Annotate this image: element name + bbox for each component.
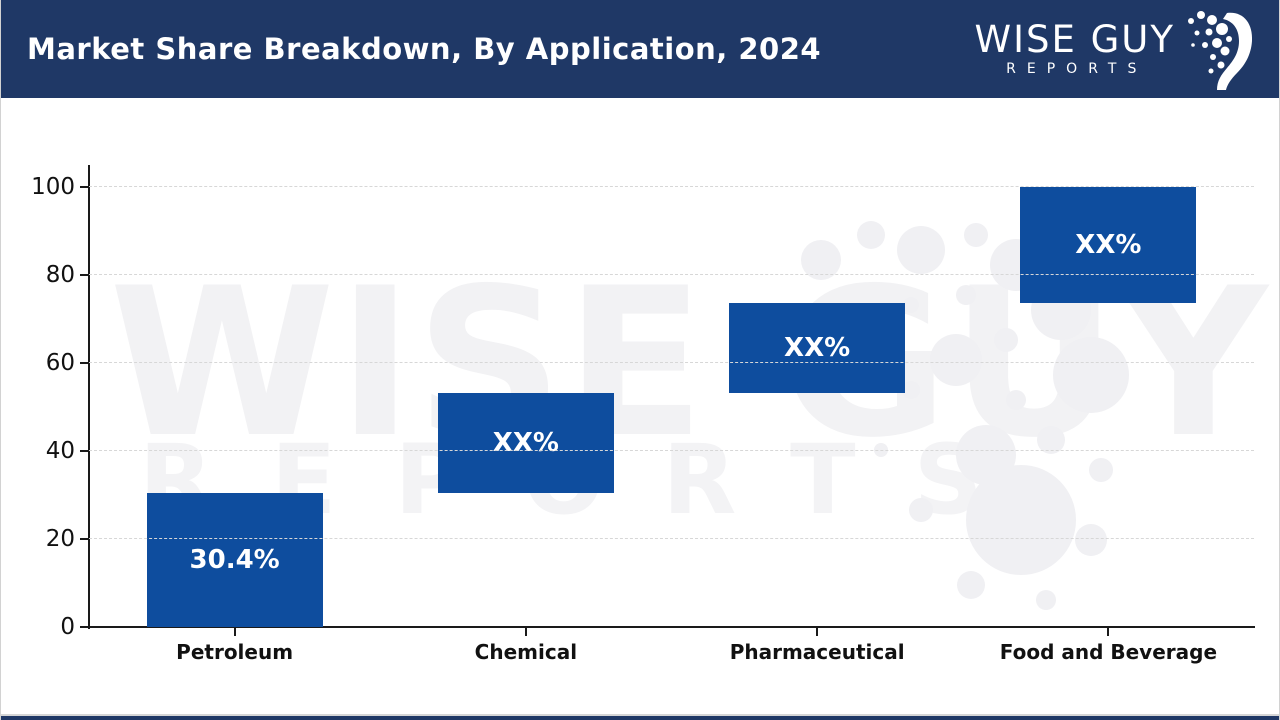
x-category-label: Petroleum xyxy=(176,640,294,664)
y-tick-label: 40 xyxy=(45,438,75,464)
y-tick-mark xyxy=(80,626,88,628)
gridline xyxy=(89,362,1254,363)
y-tick-label: 60 xyxy=(45,350,75,376)
y-tick-label: 100 xyxy=(31,174,75,200)
y-tick-label: 80 xyxy=(45,262,75,288)
x-tick-mark xyxy=(1107,628,1110,636)
page-title: Market Share Breakdown, By Application, … xyxy=(27,32,822,66)
x-tick-mark xyxy=(816,628,819,636)
y-tick-label: 0 xyxy=(60,614,75,640)
x-tick-mark xyxy=(524,628,527,636)
x-category-label: Pharmaceutical xyxy=(729,640,905,664)
y-axis-line xyxy=(88,165,90,629)
wiseguy-logo: WISE GUY REPORTS xyxy=(975,7,1255,91)
x-tick-mark xyxy=(233,628,236,636)
logo-brand-name: WISE GUY xyxy=(974,18,1175,61)
gridline xyxy=(89,538,1254,539)
gridline xyxy=(89,186,1254,187)
y-tick-mark xyxy=(80,450,88,452)
gridline xyxy=(89,274,1254,275)
bar-petroleum: 30.4% xyxy=(146,493,323,627)
y-tick-mark xyxy=(80,538,88,540)
x-axis-line xyxy=(88,626,1255,628)
bar-pharmaceutical: XX% xyxy=(729,303,906,393)
logo-face-dots-icon xyxy=(1188,11,1253,90)
bar-chemical: XX% xyxy=(437,392,614,494)
bottom-divider xyxy=(1,714,1279,716)
y-tick-label: 20 xyxy=(45,526,75,552)
bar-value-label: XX% xyxy=(784,333,851,364)
bar-food-and-beverage: XX% xyxy=(1020,187,1197,304)
wiseguy-logo-text: WISE GUY REPORTS xyxy=(975,21,1175,77)
gridline xyxy=(89,450,1254,451)
bar-value-label: 30.4% xyxy=(189,545,280,576)
y-tick-mark xyxy=(80,274,88,276)
y-tick-mark xyxy=(80,186,88,188)
header-bar: Market Share Breakdown, By Application, … xyxy=(1,0,1279,98)
y-tick-mark xyxy=(80,362,88,364)
logo-brand-subtitle: REPORTS xyxy=(1006,61,1148,77)
x-category-label: Chemical xyxy=(474,640,578,664)
x-category-label: Food and Beverage xyxy=(999,640,1218,664)
bottom-accent-bar xyxy=(1,716,1279,720)
bar-value-label: XX% xyxy=(1075,230,1142,261)
bar-value-label: XX% xyxy=(492,428,559,459)
